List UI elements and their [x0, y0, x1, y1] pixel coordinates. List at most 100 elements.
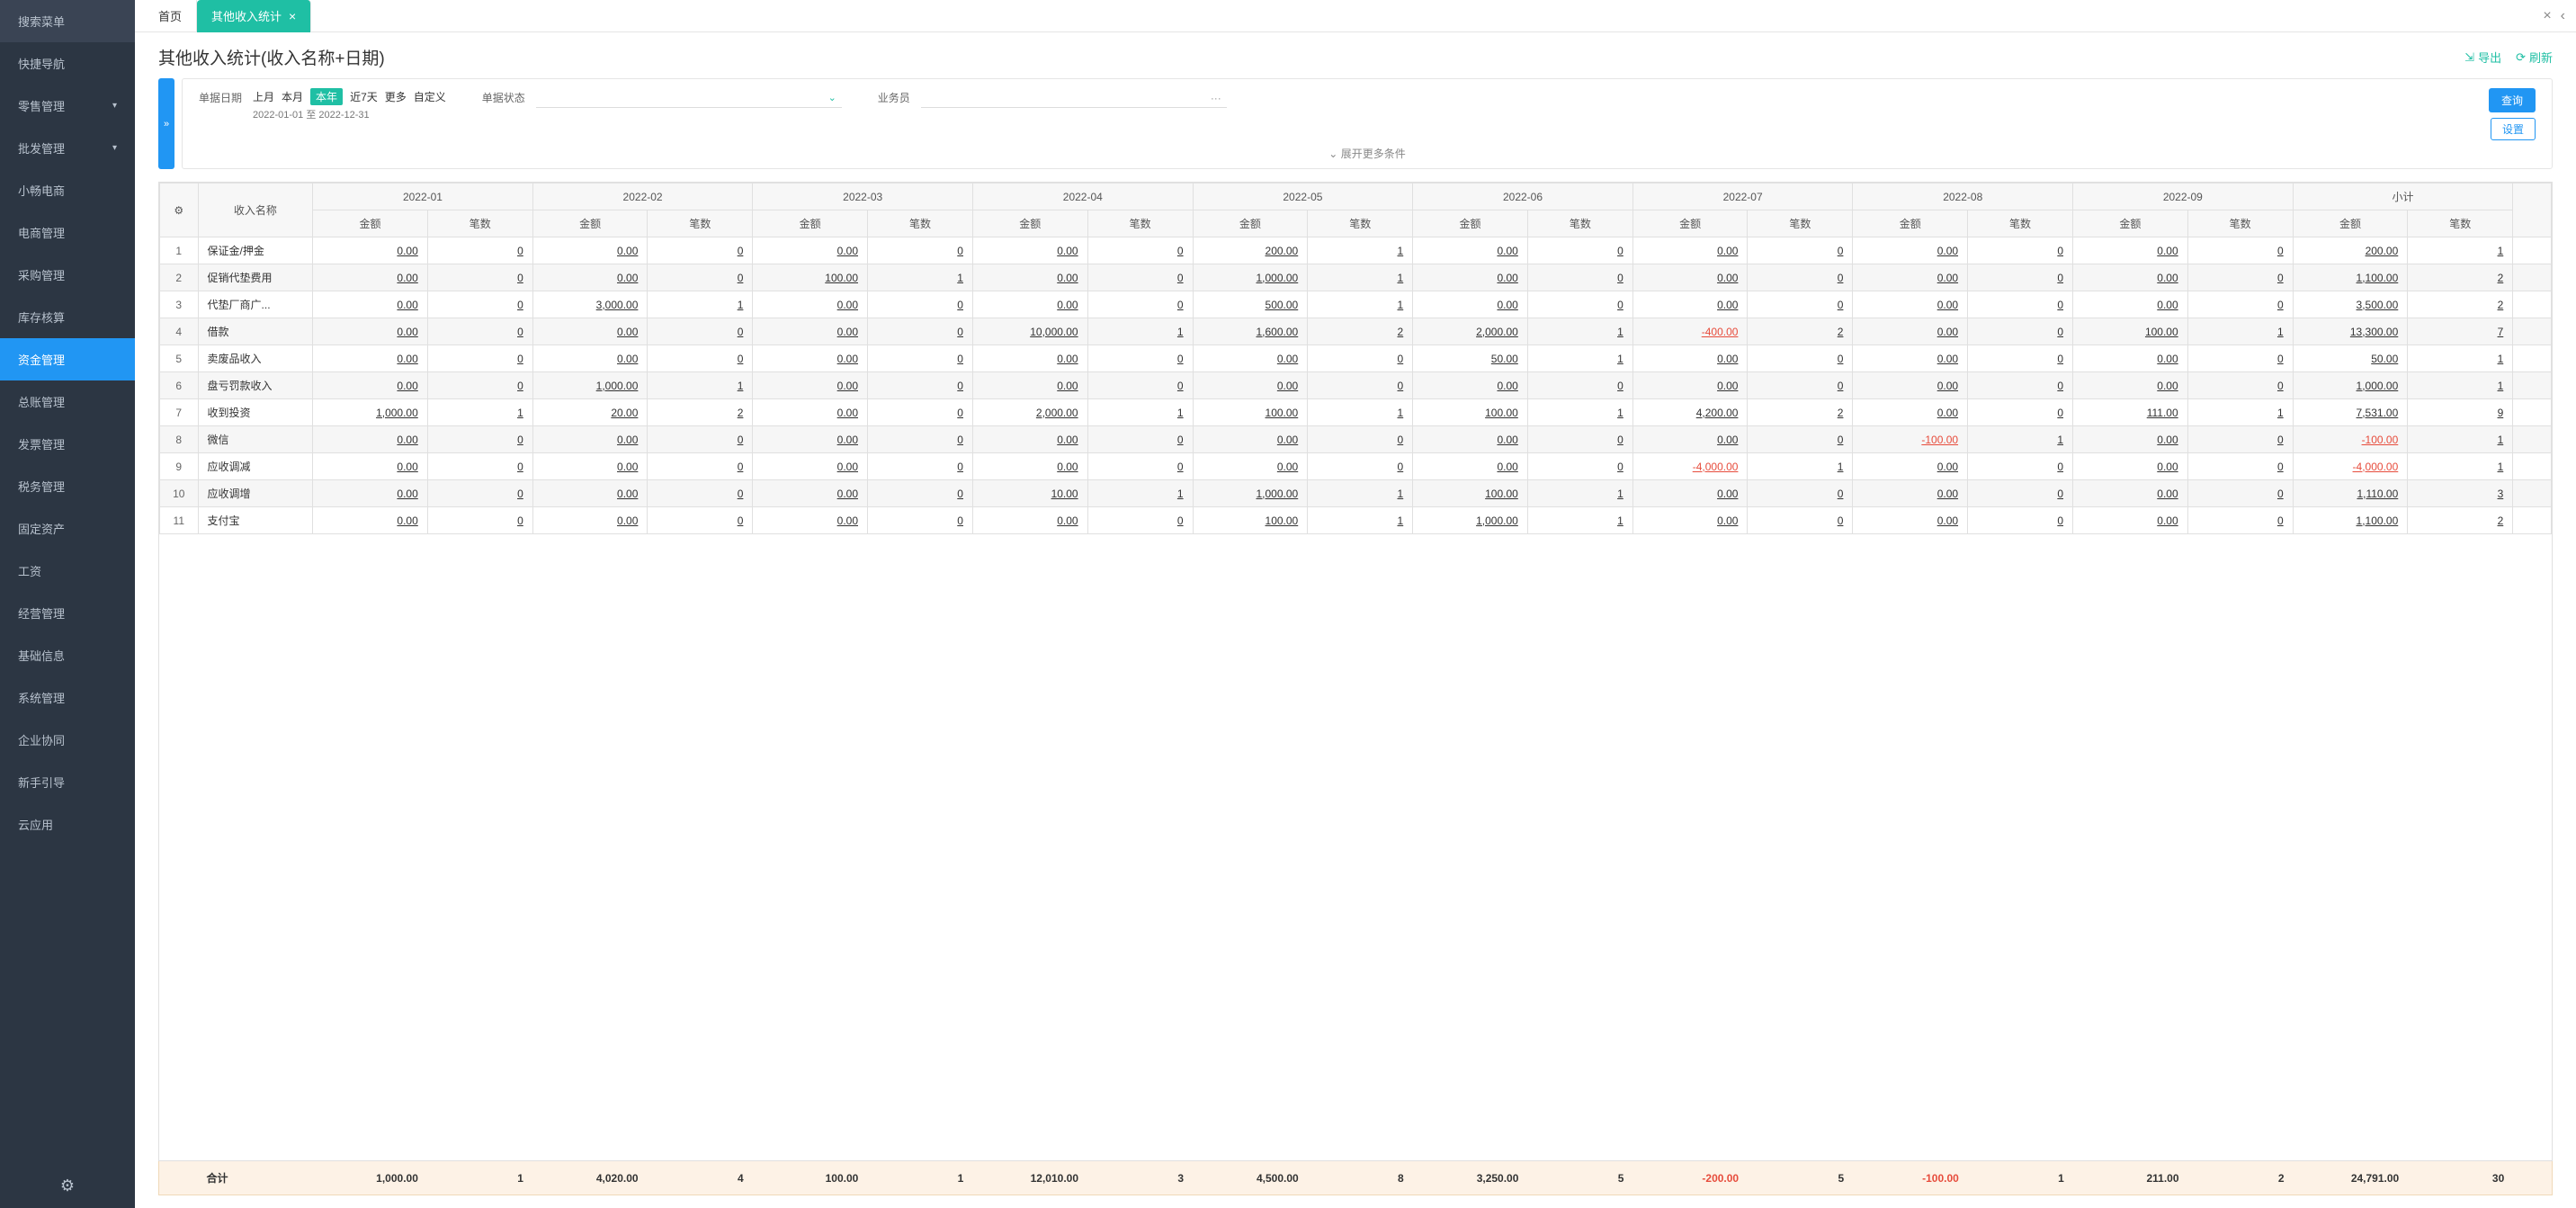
cell-count[interactable]: 0: [427, 372, 532, 399]
cell-count[interactable]: 0: [427, 318, 532, 345]
cell-amount[interactable]: 0.00: [1632, 507, 1748, 534]
cell-amount[interactable]: 0.00: [1413, 264, 1528, 291]
cell-count[interactable]: 0: [868, 480, 973, 507]
cell-subtotal-count[interactable]: 9: [2408, 399, 2513, 426]
cell-amount[interactable]: 0.00: [1193, 372, 1308, 399]
date-option-5[interactable]: 自定义: [414, 89, 446, 104]
cell-count[interactable]: 0: [1748, 480, 1853, 507]
cell-amount[interactable]: 500.00: [1193, 291, 1308, 318]
cell-count[interactable]: 0: [1527, 453, 1632, 480]
date-option-0[interactable]: 上月: [253, 89, 274, 104]
cell-amount[interactable]: 4,200.00: [1632, 399, 1748, 426]
cell-amount[interactable]: 0.00: [2073, 237, 2188, 264]
cell-subtotal-amount[interactable]: -4,000.00: [2293, 453, 2408, 480]
cell-amount[interactable]: 0.00: [972, 507, 1087, 534]
cell-count[interactable]: 1: [2187, 318, 2293, 345]
tabbar-chevron-icon[interactable]: ‹: [2561, 8, 2565, 24]
date-option-3[interactable]: 近7天: [350, 89, 378, 104]
sidebar-item-9[interactable]: 总账管理: [0, 380, 135, 423]
cell-count[interactable]: 0: [1968, 399, 2073, 426]
cell-amount[interactable]: 0.00: [532, 426, 648, 453]
cell-amount[interactable]: 0.00: [1413, 453, 1528, 480]
cell-amount[interactable]: 0.00: [1853, 399, 1968, 426]
cell-amount[interactable]: 0.00: [1632, 264, 1748, 291]
cell-count[interactable]: 0: [1968, 264, 2073, 291]
cell-amount[interactable]: 1,000.00: [532, 372, 648, 399]
cell-amount[interactable]: 0.00: [313, 507, 428, 534]
sidebar-item-10[interactable]: 发票管理: [0, 423, 135, 465]
cell-count[interactable]: 0: [427, 264, 532, 291]
cell-amount[interactable]: 0.00: [1853, 480, 1968, 507]
cell-count[interactable]: 0: [1968, 372, 2073, 399]
cell-amount[interactable]: 0.00: [1853, 345, 1968, 372]
date-option-4[interactable]: 更多: [385, 89, 407, 104]
cell-count[interactable]: 1: [1308, 264, 1413, 291]
cell-count[interactable]: 0: [1968, 291, 2073, 318]
cell-count[interactable]: 0: [1748, 291, 1853, 318]
cell-count[interactable]: 0: [427, 237, 532, 264]
staff-select[interactable]: ···: [921, 88, 1227, 108]
cell-amount[interactable]: 0.00: [1413, 291, 1528, 318]
cell-count[interactable]: 0: [648, 264, 753, 291]
cell-count[interactable]: 1: [648, 372, 753, 399]
sidebar-item-14[interactable]: 经营管理: [0, 592, 135, 634]
cell-subtotal-amount[interactable]: 200.00: [2293, 237, 2408, 264]
cell-count[interactable]: 1: [1748, 453, 1853, 480]
cell-amount[interactable]: 0.00: [1193, 426, 1308, 453]
cell-amount[interactable]: 111.00: [2073, 399, 2188, 426]
cell-amount[interactable]: 0.00: [972, 237, 1087, 264]
cell-amount[interactable]: 0.00: [313, 291, 428, 318]
cell-count[interactable]: 0: [1748, 345, 1853, 372]
cell-amount[interactable]: 0.00: [2073, 291, 2188, 318]
cell-amount[interactable]: 0.00: [1632, 426, 1748, 453]
cell-amount[interactable]: 1,000.00: [313, 399, 428, 426]
cell-count[interactable]: 0: [868, 318, 973, 345]
expand-filters-button[interactable]: ⌄ 展开更多条件: [199, 140, 2536, 168]
cell-amount[interactable]: 0.00: [1853, 264, 1968, 291]
cell-count[interactable]: 0: [1527, 264, 1632, 291]
cell-amount[interactable]: 0.00: [313, 372, 428, 399]
cell-amount[interactable]: 0.00: [972, 291, 1087, 318]
cell-count[interactable]: 0: [868, 372, 973, 399]
cell-amount[interactable]: -100.00: [1853, 426, 1968, 453]
sidebar-item-4[interactable]: 小畅电商: [0, 169, 135, 211]
cell-amount[interactable]: 3,000.00: [532, 291, 648, 318]
export-button[interactable]: ⇲ 导出: [2464, 49, 2501, 66]
cell-amount[interactable]: 100.00: [1193, 399, 1308, 426]
cell-amount[interactable]: 0.00: [753, 480, 868, 507]
cell-amount[interactable]: 0.00: [972, 264, 1087, 291]
th-gear[interactable]: ⚙: [160, 183, 199, 237]
cell-amount[interactable]: 100.00: [2073, 318, 2188, 345]
cell-count[interactable]: 0: [1968, 507, 2073, 534]
cell-amount[interactable]: 0.00: [1853, 237, 1968, 264]
cell-count[interactable]: 0: [2187, 480, 2293, 507]
cell-count[interactable]: 1: [427, 399, 532, 426]
sidebar-item-0[interactable]: 搜索菜单: [0, 0, 135, 42]
query-button[interactable]: 查询: [2489, 88, 2536, 112]
cell-amount[interactable]: 0.00: [1413, 372, 1528, 399]
date-option-1[interactable]: 本月: [282, 89, 303, 104]
cell-count[interactable]: 0: [1527, 426, 1632, 453]
cell-amount[interactable]: 0.00: [753, 291, 868, 318]
cell-subtotal-amount[interactable]: 1,100.00: [2293, 507, 2408, 534]
cell-amount[interactable]: 0.00: [1853, 291, 1968, 318]
cell-count[interactable]: 0: [868, 237, 973, 264]
cell-amount[interactable]: 0.00: [2073, 372, 2188, 399]
cell-amount[interactable]: 0.00: [1413, 237, 1528, 264]
cell-count[interactable]: 0: [1087, 237, 1193, 264]
status-select[interactable]: ⌄: [536, 88, 842, 108]
cell-count[interactable]: 0: [868, 453, 973, 480]
cell-count[interactable]: 0: [1748, 426, 1853, 453]
cell-count[interactable]: 0: [427, 345, 532, 372]
cell-count[interactable]: 0: [1087, 291, 1193, 318]
cell-amount[interactable]: 0.00: [753, 318, 868, 345]
cell-amount[interactable]: 0.00: [313, 264, 428, 291]
cell-subtotal-count[interactable]: 7: [2408, 318, 2513, 345]
cell-amount[interactable]: 0.00: [753, 237, 868, 264]
cell-count[interactable]: 1: [1527, 399, 1632, 426]
sidebar-item-19[interactable]: 云应用: [0, 803, 135, 846]
cell-count[interactable]: 2: [1748, 399, 1853, 426]
cell-count[interactable]: 0: [1087, 426, 1193, 453]
cell-count[interactable]: 0: [868, 426, 973, 453]
cell-amount[interactable]: 0.00: [1853, 507, 1968, 534]
